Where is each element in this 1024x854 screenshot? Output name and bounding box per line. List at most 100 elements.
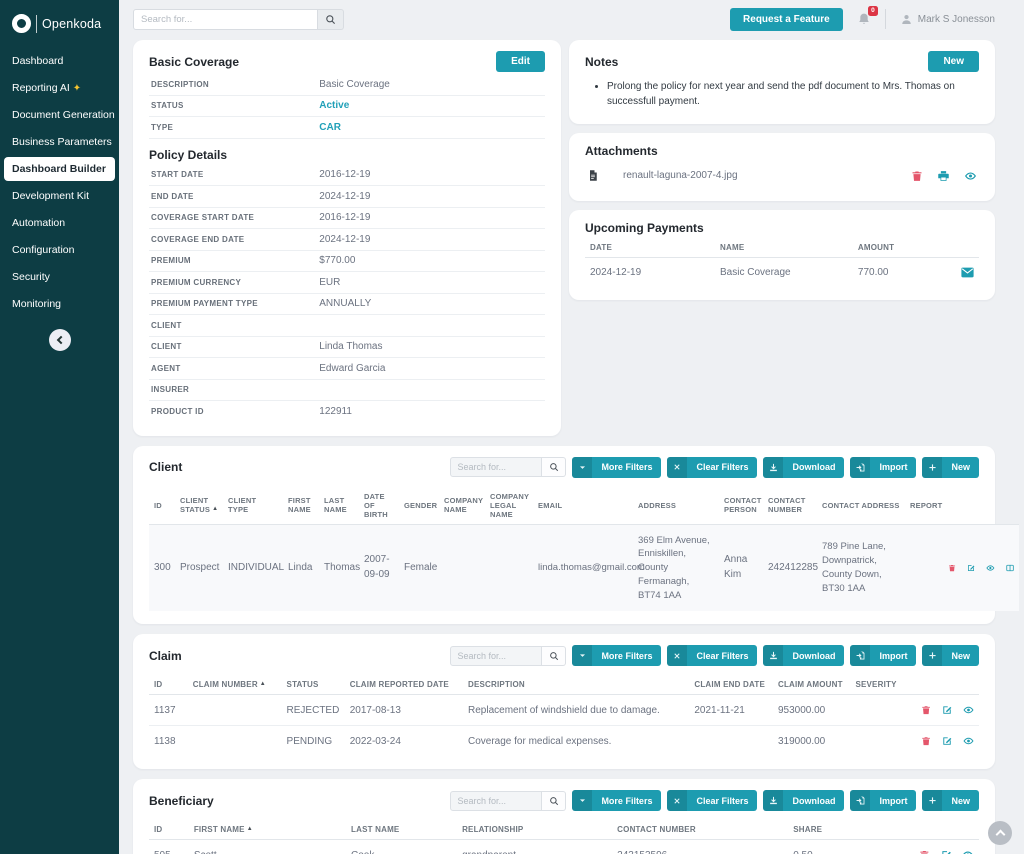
view-icon[interactable] [962,849,974,854]
detail-row: AGENT Edward Garcia [149,358,545,380]
column-header-sorted[interactable]: CLIENT STATUS ▲ [175,485,223,525]
sidebar-item-monitoring[interactable]: Monitoring [0,292,119,316]
detail-row: DESCRIPTION Basic Coverage [149,74,545,96]
print-attachment-icon[interactable] [937,170,950,182]
column-header[interactable]: CLAIM END DATE [689,674,773,696]
cell-last-name: Thomas [319,524,360,612]
payment-date: 2024-12-19 [590,267,642,279]
sidebar-item-dashboard-builder[interactable]: Dashboard Builder [4,156,115,181]
download-button[interactable]: Download [763,456,845,478]
edit-icon[interactable] [942,735,952,747]
column-header-sorted[interactable]: FIRST NAME ▲ [188,819,346,841]
request-feature-button[interactable]: Request a Feature [730,7,843,31]
column-header[interactable]: DATE OF BIRTH [359,485,399,525]
sidebar-item-business-parameters[interactable]: Business Parameters [0,130,119,154]
more-filters-button[interactable]: More Filters [572,645,662,667]
column-header[interactable]: CONTACT NUMBER [763,485,817,525]
sidebar-item-automation[interactable]: Automation [0,211,119,235]
import-button[interactable]: Import [850,790,917,812]
sidebar-item-dashboard[interactable]: Dashboard [0,49,119,73]
delete-icon[interactable] [921,704,931,716]
clear-filters-button[interactable]: Clear Filters [667,790,758,812]
sidebar-item-document-generation[interactable]: Document Generation [0,103,119,127]
column-header[interactable]: ID [149,819,189,841]
column-header[interactable]: DESCRIPTION [463,674,690,696]
global-search-button[interactable] [318,8,344,30]
column-header[interactable]: CLIENT TYPE [223,485,283,525]
client-search-input[interactable] [450,457,543,477]
more-filters-button[interactable]: More Filters [572,790,662,812]
column-header[interactable]: ID [149,485,175,525]
claim-search-input[interactable] [450,645,543,666]
column-header[interactable]: COMPANY LEGAL NAME [485,485,533,525]
notifications-button[interactable]: 0 [857,6,878,28]
sidebar-item-security[interactable]: Security [0,265,119,289]
delete-icon[interactable] [948,562,956,574]
column-header[interactable]: ADDRESS [633,485,719,525]
content: Basic Coverage Edit DESCRIPTION Basic Cov… [119,38,1024,854]
edit-icon[interactable] [941,849,952,854]
brand-logo[interactable]: Openkoda [0,10,119,47]
scroll-top-button[interactable] [988,821,1012,845]
more-filters-button[interactable]: More Filters [572,456,662,478]
column-header[interactable]: ID [149,674,188,696]
new-button[interactable]: New [922,790,979,812]
status-value: Active [319,100,350,112]
delete-icon[interactable] [919,849,930,854]
view-icon[interactable] [963,735,974,747]
column-header[interactable]: REPORT [905,485,943,525]
delete-attachment-icon[interactable] [911,170,923,182]
column-header[interactable]: COMPANY NAME [439,485,485,525]
clear-filters-button[interactable]: Clear Filters [667,645,758,667]
sidebar-nav: Dashboard Reporting AI ✦ Document Generat… [0,47,119,317]
new-note-button[interactable]: New [928,51,979,72]
attachment-name[interactable]: renault-laguna-2007-4.jpg [623,170,738,181]
client-search-button[interactable] [542,457,567,477]
sidebar-item-configuration[interactable]: Configuration [0,238,119,262]
column-header[interactable]: LAST NAME [346,819,458,841]
import-button[interactable]: Import [850,645,917,667]
view-attachment-icon[interactable] [964,170,977,182]
user-menu[interactable]: Mark S Jonesson [900,13,995,26]
column-header[interactable]: SHARE [788,819,914,841]
download-button[interactable]: Download [763,645,845,667]
column-header[interactable]: CLAIM REPORTED DATE [344,674,463,696]
column-header[interactable]: RELATIONSHIP [457,819,613,841]
edit-icon[interactable] [967,562,975,574]
column-header[interactable]: CONTACT ADDRESS [817,485,905,525]
envelope-icon[interactable] [961,267,974,278]
beneficiary-search-button[interactable] [542,790,567,811]
edit-icon[interactable] [942,704,952,716]
column-header [947,237,979,258]
column-header-sorted[interactable]: CLAIM NUMBER ▲ [187,674,282,696]
new-button[interactable]: New [922,645,979,667]
global-search-input[interactable] [133,8,318,30]
claim-search-button[interactable] [542,645,567,666]
column-header[interactable]: LAST NAME [319,485,359,525]
column-header[interactable]: GENDER [399,485,439,525]
new-button[interactable]: New [922,456,979,478]
beneficiary-search-input[interactable] [450,790,543,811]
detail-label: TYPE [151,122,174,132]
sidebar-item-development-kit[interactable]: Development Kit [0,184,119,208]
column-header[interactable]: CONTACT PERSON [719,485,763,525]
view-icon[interactable] [963,704,974,716]
column-header[interactable]: STATUS [281,674,345,696]
column-header[interactable]: EMAIL [533,485,633,525]
clear-filters-button[interactable]: Clear Filters [667,456,758,478]
sidebar-collapse-button[interactable] [48,329,71,351]
column-header[interactable]: FIRST NAME [283,485,319,525]
delete-icon[interactable] [921,735,931,747]
sidebar-item-reporting-ai[interactable]: Reporting AI ✦ [0,76,119,100]
edit-button[interactable]: Edit [496,51,545,72]
sidebar: Openkoda Dashboard Reporting AI ✦ Documen… [0,0,119,854]
column-header[interactable]: CLAIM AMOUNT [772,674,851,696]
cell-contact-person: Anna Kim [719,524,763,612]
download-button[interactable]: Download [763,790,845,812]
column-header[interactable]: SEVERITY [850,674,916,696]
view-icon[interactable] [986,562,995,574]
columns-icon[interactable] [1006,562,1014,574]
attachments-title: Attachments [585,144,658,158]
import-button[interactable]: Import [850,456,917,478]
column-header[interactable]: CONTACT NUMBER [612,819,789,841]
